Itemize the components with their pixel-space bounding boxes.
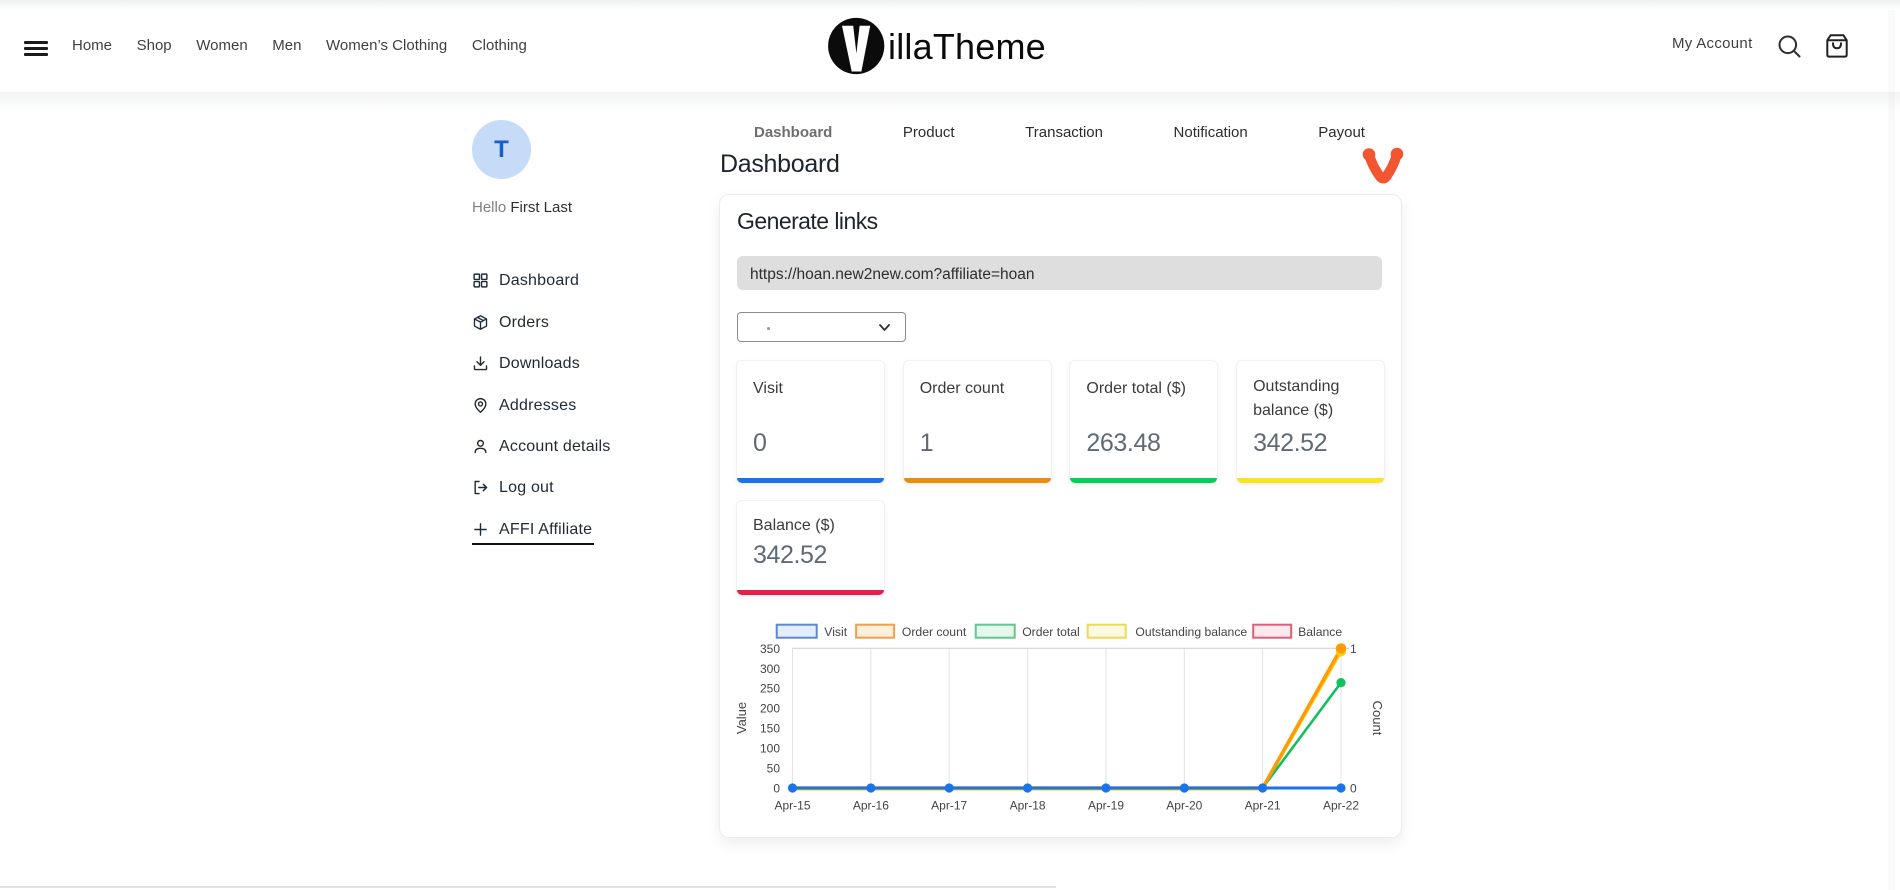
svg-text:100: 100 (760, 742, 780, 756)
svg-text:Apr-15: Apr-15 (774, 799, 810, 813)
svg-text:Outstanding balance: Outstanding balance (1135, 625, 1247, 639)
svg-text:Apr-16: Apr-16 (853, 799, 889, 813)
svg-text:Apr-19: Apr-19 (1088, 799, 1124, 813)
svg-text:50: 50 (767, 762, 781, 776)
svg-text:0: 0 (773, 782, 780, 796)
svg-text:300: 300 (760, 662, 780, 676)
svg-text:350: 350 (760, 642, 780, 656)
svg-text:Order count: Order count (902, 625, 967, 639)
svg-text:Visit: Visit (824, 625, 847, 639)
svg-text:1: 1 (1350, 642, 1357, 656)
svg-text:Count: Count (1370, 701, 1385, 736)
svg-text:Value: Value (734, 702, 749, 734)
svg-text:Apr-21: Apr-21 (1245, 799, 1281, 813)
svg-text:Apr-22: Apr-22 (1323, 799, 1359, 813)
svg-text:0: 0 (1350, 782, 1357, 796)
svg-text:200: 200 (760, 702, 780, 716)
svg-text:Apr-17: Apr-17 (931, 799, 967, 813)
svg-text:250: 250 (760, 682, 780, 696)
svg-text:150: 150 (760, 722, 780, 736)
svg-text:Balance: Balance (1298, 625, 1342, 639)
svg-text:Order total: Order total (1022, 625, 1080, 639)
svg-text:Apr-20: Apr-20 (1166, 799, 1202, 813)
svg-text:Apr-18: Apr-18 (1010, 799, 1046, 813)
